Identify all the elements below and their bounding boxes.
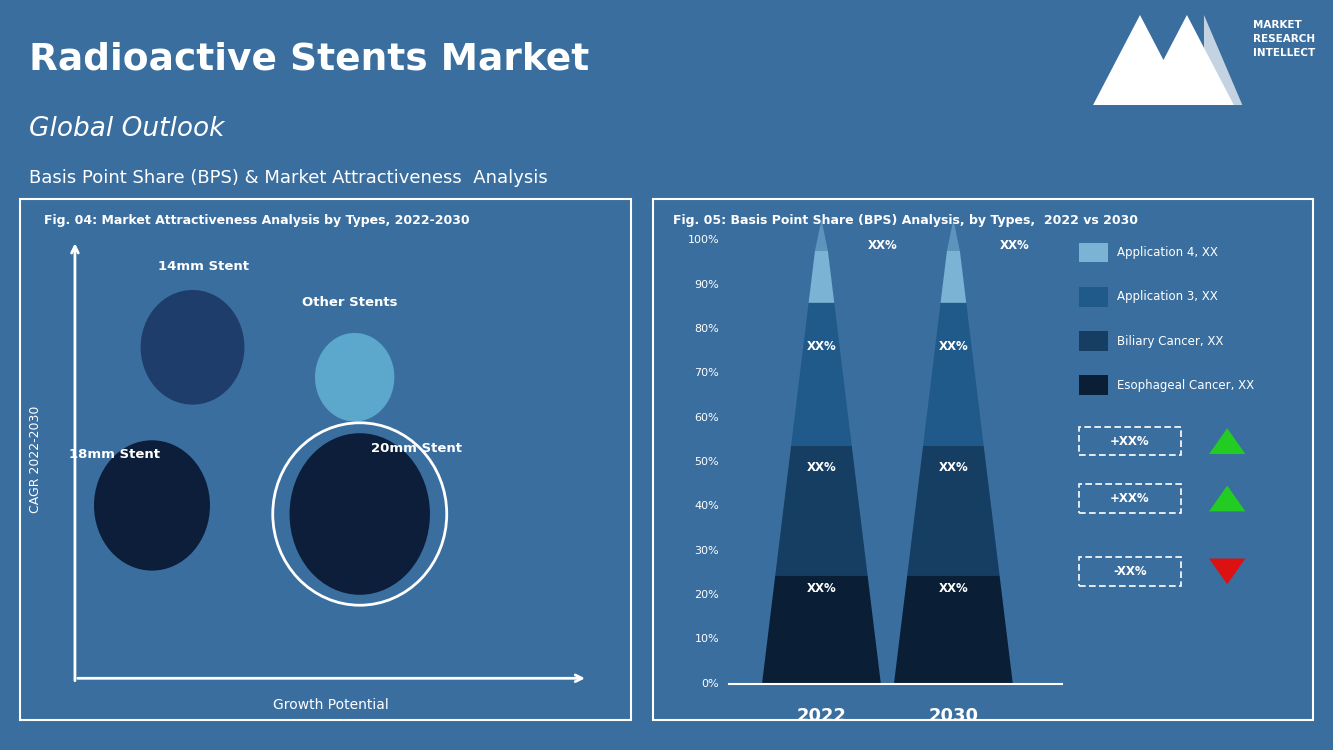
Polygon shape xyxy=(776,446,868,575)
Text: +XX%: +XX% xyxy=(1110,492,1150,505)
Text: XX%: XX% xyxy=(806,460,836,474)
Text: XX%: XX% xyxy=(938,582,968,595)
Text: 10%: 10% xyxy=(694,634,720,644)
Text: 2030: 2030 xyxy=(928,707,978,725)
Polygon shape xyxy=(1140,15,1234,105)
Text: 18mm Stent: 18mm Stent xyxy=(69,448,160,460)
Text: 100%: 100% xyxy=(688,236,720,245)
Polygon shape xyxy=(924,303,984,446)
Text: XX%: XX% xyxy=(938,340,968,352)
Text: Global Outlook: Global Outlook xyxy=(29,116,225,142)
Text: -XX%: -XX% xyxy=(1113,565,1146,578)
Text: 60%: 60% xyxy=(694,413,720,423)
Polygon shape xyxy=(908,446,1000,575)
Text: Other Stents: Other Stents xyxy=(301,296,397,310)
Polygon shape xyxy=(1209,485,1245,512)
Text: Radioactive Stents Market: Radioactive Stents Market xyxy=(29,41,589,77)
Text: 20mm Stent: 20mm Stent xyxy=(372,442,463,455)
Text: CAGR 2022-2030: CAGR 2022-2030 xyxy=(29,406,43,513)
Bar xyxy=(1078,332,1109,351)
Polygon shape xyxy=(792,303,852,446)
Text: Esophageal Cancer, XX: Esophageal Cancer, XX xyxy=(1117,379,1254,392)
Text: 70%: 70% xyxy=(694,368,720,378)
Text: Application 4, XX: Application 4, XX xyxy=(1117,246,1218,259)
Polygon shape xyxy=(1209,559,1245,584)
Text: Fig. 05: Basis Point Share (BPS) Analysis, by Types,  2022 vs 2030: Fig. 05: Basis Point Share (BPS) Analysi… xyxy=(673,214,1138,227)
Ellipse shape xyxy=(95,440,211,571)
Polygon shape xyxy=(941,251,966,303)
Text: 0%: 0% xyxy=(701,679,720,688)
Text: 40%: 40% xyxy=(694,501,720,512)
Polygon shape xyxy=(1093,15,1186,105)
Text: 20%: 20% xyxy=(694,590,720,600)
Polygon shape xyxy=(946,220,960,251)
Text: Application 3, XX: Application 3, XX xyxy=(1117,290,1218,303)
Text: Biliary Cancer, XX: Biliary Cancer, XX xyxy=(1117,334,1224,347)
Ellipse shape xyxy=(141,290,244,405)
Text: 50%: 50% xyxy=(694,457,720,467)
Polygon shape xyxy=(809,251,834,303)
Text: 14mm Stent: 14mm Stent xyxy=(157,260,249,273)
Text: MARKET
RESEARCH
INTELLECT: MARKET RESEARCH INTELLECT xyxy=(1253,20,1316,58)
Polygon shape xyxy=(1209,428,1245,454)
Text: Growth Potential: Growth Potential xyxy=(273,698,389,712)
Text: Fig. 04: Market Attractiveness Analysis by Types, 2022-2030: Fig. 04: Market Attractiveness Analysis … xyxy=(44,214,471,227)
Bar xyxy=(1078,286,1109,307)
Text: 80%: 80% xyxy=(694,324,720,334)
Text: 90%: 90% xyxy=(694,280,720,290)
Bar xyxy=(1078,376,1109,395)
Polygon shape xyxy=(894,575,1013,683)
Polygon shape xyxy=(1204,15,1242,105)
Text: +XX%: +XX% xyxy=(1110,435,1150,448)
Text: XX%: XX% xyxy=(806,340,836,352)
Text: XX%: XX% xyxy=(868,239,897,252)
Bar xyxy=(1078,242,1109,262)
Ellipse shape xyxy=(289,433,431,595)
Polygon shape xyxy=(814,220,828,251)
Text: 2022: 2022 xyxy=(796,707,846,725)
Text: XX%: XX% xyxy=(1000,239,1029,252)
Polygon shape xyxy=(762,575,881,683)
Text: XX%: XX% xyxy=(938,460,968,474)
Text: 30%: 30% xyxy=(694,545,720,556)
Text: Basis Point Share (BPS) & Market Attractiveness  Analysis: Basis Point Share (BPS) & Market Attract… xyxy=(29,169,548,187)
Ellipse shape xyxy=(315,333,395,422)
Text: XX%: XX% xyxy=(806,582,836,595)
